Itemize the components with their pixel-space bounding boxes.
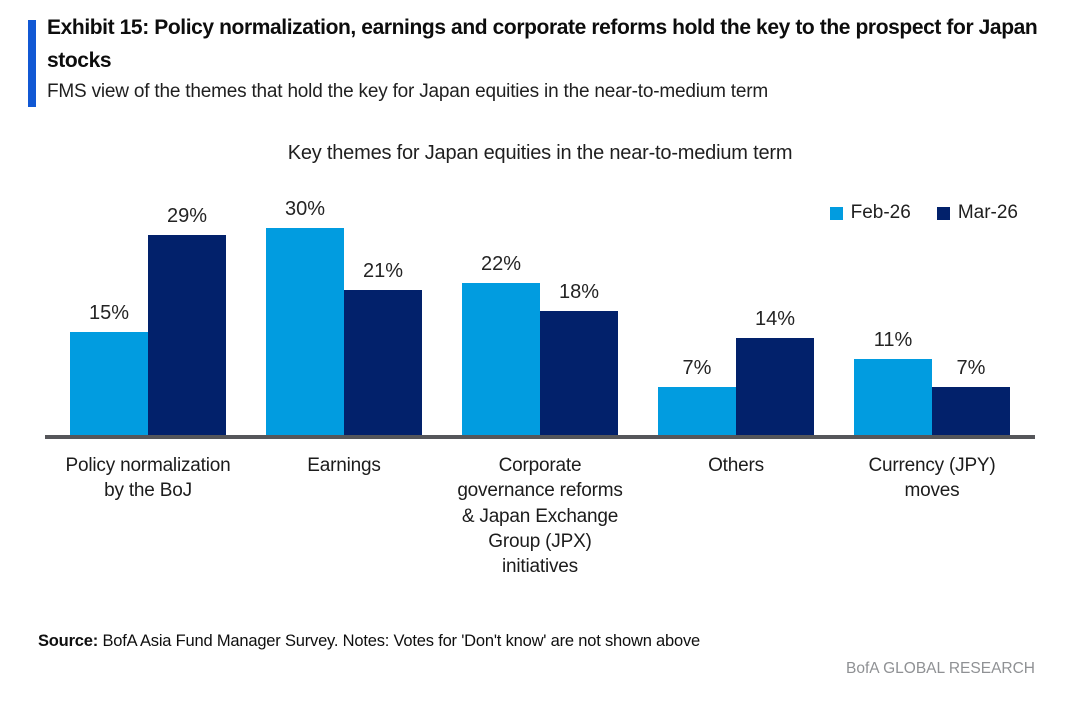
- brand-label: BofA GLOBAL RESEARCH: [846, 660, 1035, 677]
- exhibit-header: Exhibit 15: Policy normalization, earnin…: [47, 12, 1047, 105]
- category-label: Currency (JPY) moves: [868, 455, 996, 502]
- bar-value-label: 11%: [873, 329, 913, 352]
- source-note: Source: BofA Asia Fund Manager Survey. N…: [38, 632, 700, 651]
- legend-item-feb-26: Feb-26: [829, 202, 911, 224]
- bar-value-label: 18%: [558, 280, 600, 303]
- bar-group: 11% 7%: [834, 329, 1030, 435]
- bar-mar-26: 29%: [148, 205, 226, 435]
- bar-group: 30% 21%: [246, 198, 442, 435]
- source-label: Source:: [38, 632, 99, 650]
- legend-label: Feb-26: [850, 202, 911, 223]
- plot-area: 15% 29% 30% 21% 22% 18% 7% 14% 11% 7%: [50, 178, 1030, 435]
- bar-value-label: 14%: [754, 308, 796, 331]
- bar-mar-26: 18%: [540, 281, 618, 435]
- bar-feb-26: 7%: [658, 357, 736, 435]
- bar-mar-26: 14%: [736, 308, 814, 435]
- bar-feb-26: 11%: [854, 329, 932, 435]
- legend-label: Mar-26: [957, 202, 1018, 223]
- bar-feb-26: 15%: [70, 302, 148, 435]
- source-text: BofA Asia Fund Manager Survey. Notes: Vo…: [102, 632, 701, 650]
- bar-group: 15% 29%: [50, 205, 246, 435]
- legend-item-mar-26: Mar-26: [936, 202, 1018, 224]
- bar-feb-26: 22%: [462, 253, 540, 435]
- category-label: Policy normalization by the BoJ: [65, 455, 231, 502]
- bar-value-label: 7%: [956, 356, 986, 379]
- bar-value-label: 30%: [284, 198, 326, 220]
- category-labels: Policy normalization by the BoJ Earnings C…: [50, 453, 1030, 579]
- x-axis-line: [45, 435, 1035, 439]
- category-label: Others: [708, 455, 764, 476]
- bar-feb-26: 30%: [266, 198, 344, 435]
- bar-value-label: 7%: [682, 356, 712, 379]
- bar-group: 22% 18%: [442, 253, 638, 435]
- category-label: Corporate governance reforms & Japan Exc…: [457, 455, 623, 578]
- exhibit-accent-bar: [28, 20, 36, 107]
- bar-mar-26: 7%: [932, 357, 1010, 435]
- bar-value-label: 22%: [480, 253, 522, 276]
- bar-value-label: 15%: [88, 301, 130, 324]
- bar-value-label: 29%: [166, 204, 208, 227]
- legend-swatch-icon: [829, 206, 843, 220]
- chart-title: Key themes for Japan equities in the nea…: [287, 142, 793, 164]
- bar-mar-26: 21%: [344, 260, 422, 435]
- exhibit-title: Exhibit 15: Policy normalization, earnin…: [47, 16, 1038, 72]
- exhibit-subtitle: FMS view of the themes that hold the key…: [47, 81, 768, 103]
- bar-value-label: 21%: [362, 260, 404, 283]
- chart-legend: Feb-26 Mar-26: [829, 202, 1018, 224]
- bar-group: 7% 14%: [638, 308, 834, 435]
- category-label: Earnings: [307, 455, 381, 476]
- legend-swatch-icon: [936, 206, 950, 220]
